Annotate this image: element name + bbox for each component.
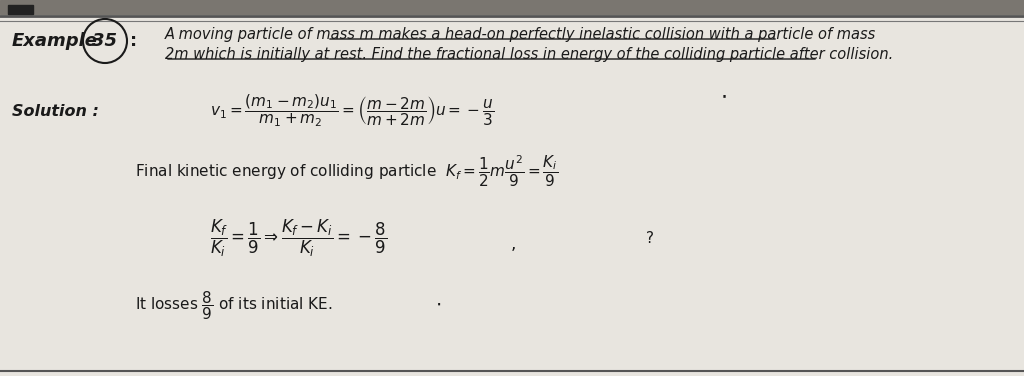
Text: :: : — [130, 32, 137, 50]
Text: It losses $\dfrac{8}{9}$ of its initial KE.: It losses $\dfrac{8}{9}$ of its initial … — [135, 290, 333, 322]
Text: $\cdot$: $\cdot$ — [435, 294, 441, 314]
Bar — [8, 5, 33, 14]
Text: $v_1 = \dfrac{(m_1 - m_2)u_1}{m_1 + m_2} = \left(\dfrac{m - 2m}{m + 2m}\right)u : $v_1 = \dfrac{(m_1 - m_2)u_1}{m_1 + m_2}… — [210, 93, 494, 129]
Bar — [0, 0, 1024, 14]
Text: $\cdot$: $\cdot$ — [720, 86, 727, 106]
Text: Solution :: Solution : — [12, 103, 99, 118]
Text: Example: Example — [12, 32, 98, 50]
Text: 35: 35 — [92, 32, 118, 50]
Text: $,$: $,$ — [510, 235, 516, 253]
Text: $?$: $?$ — [645, 230, 654, 246]
Text: A moving particle of mass m makes a head-on perfectly inelastic collision with a: A moving particle of mass m makes a head… — [165, 26, 877, 41]
Text: Final kinetic energy of colliding particle  $K_f = \dfrac{1}{2}m\dfrac{u^2}{9} =: Final kinetic energy of colliding partic… — [135, 153, 558, 189]
Text: 2m which is initially at rest. Find the fractional loss in energy of the collidi: 2m which is initially at rest. Find the … — [165, 47, 893, 62]
Text: $\dfrac{K_f}{K_i} = \dfrac{1}{9} \Rightarrow \dfrac{K_f - K_i}{K_i} = -\dfrac{8}: $\dfrac{K_f}{K_i} = \dfrac{1}{9} \Righta… — [210, 217, 387, 259]
